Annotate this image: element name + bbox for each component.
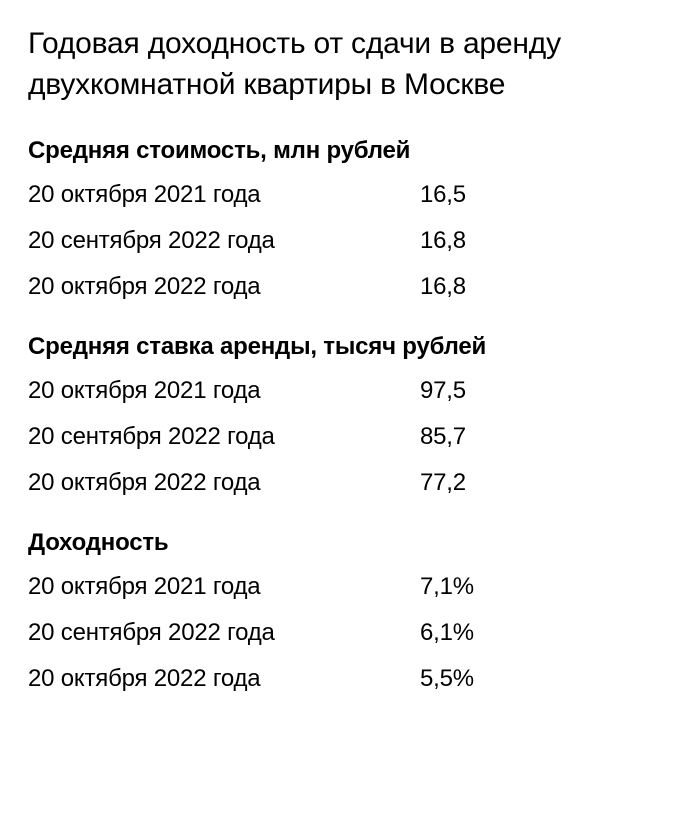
row-label: 20 октября 2022 года <box>28 665 420 693</box>
row-label: 20 сентября 2022 года <box>28 423 420 451</box>
row-value: 85,7 <box>420 423 466 451</box>
row-label: 20 сентября 2022 года <box>28 227 420 255</box>
row-label: 20 октября 2021 года <box>28 573 420 601</box>
row-value: 7,1% <box>420 573 474 601</box>
table-row: 20 сентября 2022 года 6,1% <box>28 619 666 647</box>
table-row: 20 октября 2022 года 5,5% <box>28 665 666 693</box>
row-value: 97,5 <box>420 377 466 405</box>
row-value: 16,5 <box>420 181 466 209</box>
table-row: 20 октября 2021 года 7,1% <box>28 573 666 601</box>
row-label: 20 октября 2021 года <box>28 377 420 405</box>
row-label: 20 октября 2022 года <box>28 273 420 301</box>
section-header: Средняя ставка аренды, тысяч рублей <box>28 333 666 361</box>
row-label: 20 сентября 2022 года <box>28 619 420 647</box>
row-label: 20 октября 2022 года <box>28 469 420 497</box>
section-header: Средняя стоимость, млн рублей <box>28 137 666 165</box>
row-value: 16,8 <box>420 273 466 301</box>
table-row: 20 сентября 2022 года 16,8 <box>28 227 666 255</box>
row-value: 77,2 <box>420 469 466 497</box>
table-row: 20 октября 2021 года 16,5 <box>28 181 666 209</box>
section-yield: Доходность 20 октября 2021 года 7,1% 20 … <box>28 529 666 693</box>
row-value: 16,8 <box>420 227 466 255</box>
table-row: 20 октября 2021 года 97,5 <box>28 377 666 405</box>
row-value: 6,1% <box>420 619 474 647</box>
row-label: 20 октября 2021 года <box>28 181 420 209</box>
section-avg-rent: Средняя ставка аренды, тысяч рублей 20 о… <box>28 333 666 497</box>
page-title: Годовая доходность от сдачи в аренду дву… <box>28 24 666 105</box>
table-row: 20 сентября 2022 года 85,7 <box>28 423 666 451</box>
table-row: 20 октября 2022 года 77,2 <box>28 469 666 497</box>
section-header: Доходность <box>28 529 666 557</box>
section-avg-cost: Средняя стоимость, млн рублей 20 октября… <box>28 137 666 301</box>
table-row: 20 октября 2022 года 16,8 <box>28 273 666 301</box>
row-value: 5,5% <box>420 665 474 693</box>
